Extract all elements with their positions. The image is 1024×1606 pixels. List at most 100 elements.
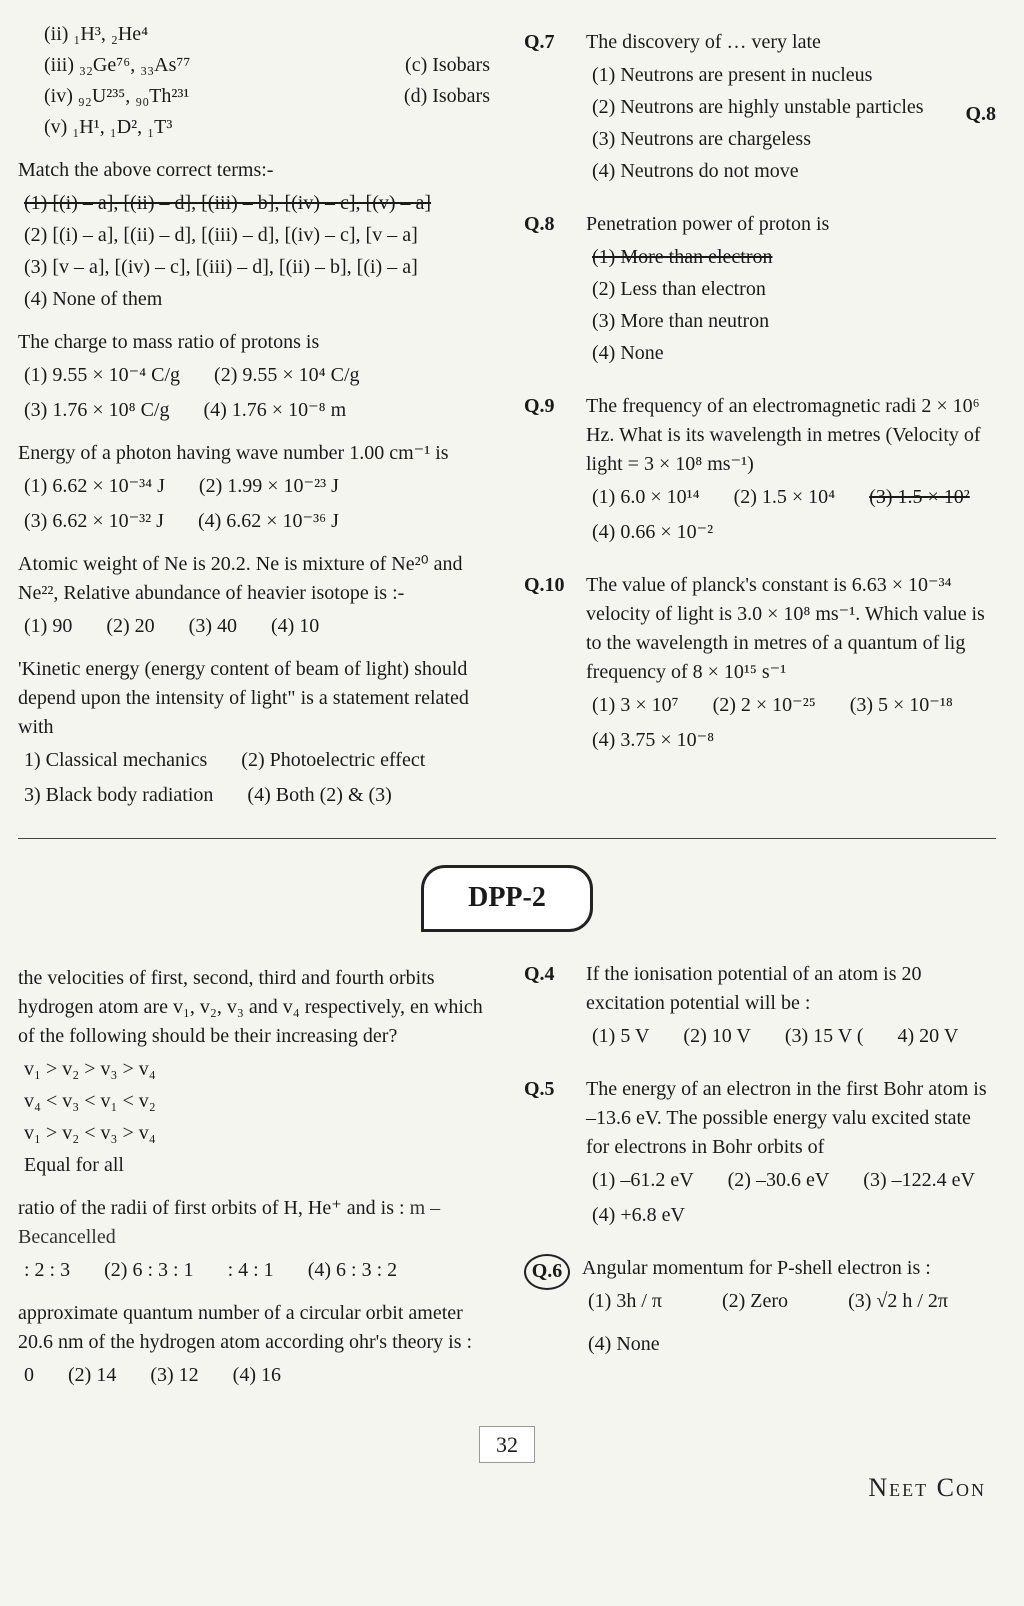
match-options: (1) [(i) – a], [(ii) – d], [(iii) – b], … — [18, 189, 490, 314]
q-number: Q.5 — [524, 1075, 574, 1244]
option: 4) 20 V — [898, 1022, 959, 1051]
radii-stem-text: ratio of the radii of first orbits of H,… — [18, 1197, 405, 1219]
ke-light-options: 1) Classical mechanics (2) Photoelectric… — [18, 746, 490, 810]
inline-option: (d) Isobars — [404, 82, 490, 111]
energy-photon-stem: Energy of a photon having wave number 1.… — [18, 439, 490, 468]
option: (2) [(i) – a], [(ii) – d], [(iii) – d], … — [24, 221, 490, 250]
q-body: If the ionisation potential of an atom i… — [586, 960, 996, 1065]
match-stem: Match the above correct terms:- — [18, 156, 490, 185]
option: : 4 : 1 — [228, 1256, 274, 1285]
velocities-stem: the velocities of first, second, third a… — [18, 964, 490, 1051]
option: (3) 1.5 × 10² — [869, 483, 970, 512]
ke-light-stem: 'Kinetic energy (energy content of beam … — [18, 655, 490, 742]
dpp-badge: DPP-2 — [421, 865, 593, 932]
option: (2) 10 V — [683, 1022, 750, 1051]
option: (4) 10 — [271, 612, 319, 641]
option: (3) 6.62 × 10⁻³² J — [24, 507, 164, 536]
separator — [18, 838, 996, 839]
approx-n-stem: approximate quantum number of a circular… — [18, 1299, 490, 1357]
top-two-col: (ii) ₁H³, ₂He⁴ (iii) ₃₂Ge⁷⁶, ₃₃As⁷⁷ (c) … — [18, 18, 996, 824]
option: (3) √2 h / 2π — [848, 1287, 948, 1316]
option: (4) Both (2) & (3) — [247, 781, 391, 810]
q-stem: The discovery of … very late — [586, 28, 953, 57]
q-stem: The energy of an electron in the first B… — [586, 1075, 996, 1162]
option: (4) None — [592, 339, 996, 368]
option: (2) 20 — [106, 612, 154, 641]
option: (4) 0.66 × 10⁻² — [592, 518, 713, 547]
option: (2) 1.5 × 10⁴ — [734, 483, 836, 512]
option: (2) 1.99 × 10⁻²³ J — [199, 472, 339, 501]
option: v₁ > v₂ > v₃ > v₄ — [24, 1055, 490, 1084]
q4-options: (1) 5 V (2) 10 V (3) 15 V ( 4) 20 V — [586, 1022, 996, 1051]
option: (2) 6 : 3 : 1 — [104, 1256, 193, 1285]
bottom-left: the velocities of first, second, third a… — [18, 950, 490, 1404]
velocities-options: v₁ > v₂ > v₃ > v₄ v₄ < v₃ < v₁ < v₂ v₁ >… — [18, 1055, 490, 1180]
q7-options: (1) Neutrons are present in nucleus (2) … — [586, 61, 953, 186]
q-number: Q.8 — [524, 210, 574, 382]
option: (1) 5 V — [592, 1022, 649, 1051]
q-body: The energy of an electron in the first B… — [586, 1075, 996, 1244]
option: (1) –61.2 eV — [592, 1166, 694, 1195]
q-number: Q.9 — [524, 392, 574, 561]
q5: Q.5 The energy of an electron in the fir… — [524, 1075, 996, 1244]
option: 3) Black body radiation — [24, 781, 213, 810]
option: (2) Neutrons are highly unstable particl… — [592, 93, 953, 122]
option: (3) 15 V ( — [785, 1022, 864, 1051]
q4: Q.4 If the ionisation potential of an at… — [524, 960, 996, 1065]
option: (4) 6.62 × 10⁻³⁶ J — [198, 507, 339, 536]
q7: Q.7 The discovery of … very late (1) Neu… — [524, 28, 996, 200]
option: (1) More than electron — [592, 243, 996, 272]
bottom-two-col: the velocities of first, second, third a… — [18, 950, 996, 1404]
footer-brand: Neet Con — [18, 1469, 996, 1507]
option: (1) 6.0 × 10¹⁴ — [592, 483, 700, 512]
option: (2) Zero — [722, 1287, 788, 1316]
option: (2) 9.55 × 10⁴ C/g — [214, 361, 359, 390]
option: (2) 14 — [68, 1361, 116, 1390]
q9-options: (1) 6.0 × 10¹⁴ (2) 1.5 × 10⁴ (3) 1.5 × 1… — [586, 483, 996, 547]
option: (4) +6.8 eV — [592, 1201, 685, 1230]
q6-options: (1) 3h / π (2) Zero (3) √2 h / 2π (4) No… — [582, 1287, 996, 1359]
inline-option: (c) Isobars — [405, 51, 490, 80]
option: (4) 1.76 × 10⁻⁸ m — [203, 396, 346, 425]
radii-options: : 2 : 3 (2) 6 : 3 : 1 : 4 : 1 (4) 6 : 3 … — [18, 1256, 490, 1285]
q6: Q.6 Angular momentum for P-shell electro… — [524, 1254, 996, 1373]
option: 1) Classical mechanics — [24, 746, 207, 775]
option: (3) Neutrons are chargeless — [592, 125, 953, 154]
charge-mass-options: (1) 9.55 × 10⁻⁴ C/g (2) 9.55 × 10⁴ C/g (… — [18, 361, 490, 425]
q-body: Angular momentum for P-shell electron is… — [582, 1254, 996, 1373]
option: (3) –122.4 eV — [863, 1166, 975, 1195]
option: (3) 40 — [189, 612, 237, 641]
page-number: 32 — [18, 1426, 996, 1464]
dpp-header: DPP-2 — [18, 865, 996, 932]
option: (4) None of them — [24, 285, 490, 314]
option: (2) Less than electron — [592, 275, 996, 304]
option: (1) 3 × 10⁷ — [592, 691, 679, 720]
side-label: Q.8 — [965, 100, 996, 129]
option: (1) Neutrons are present in nucleus — [592, 61, 953, 90]
q-number: Q.4 — [524, 960, 574, 1065]
top-right: Q.7 The discovery of … very late (1) Neu… — [524, 18, 996, 824]
option: (2) Photoelectric effect — [241, 746, 425, 775]
list-item: (ii) ₁H³, ₂He⁴ — [44, 20, 490, 49]
q8: Q.8 Penetration power of proton is (1) M… — [524, 210, 996, 382]
option: (3) [v – a], [(iv) – c], [(iii) – d], [(… — [24, 253, 490, 282]
option: (4) 3.75 × 10⁻⁸ — [592, 726, 714, 755]
bottom-right: Q.4 If the ionisation potential of an at… — [524, 950, 996, 1404]
q-body: Penetration power of proton is (1) More … — [586, 210, 996, 382]
option: Equal for all — [24, 1151, 490, 1180]
option: (2) –30.6 eV — [728, 1166, 830, 1195]
option: (4) Neutrons do not move — [592, 157, 953, 186]
q-stem: Penetration power of proton is — [586, 210, 996, 239]
option: (3) More than neutron — [592, 307, 996, 336]
option: (1) 9.55 × 10⁻⁴ C/g — [24, 361, 180, 390]
q10: Q.10 The value of planck's constant is 6… — [524, 571, 996, 769]
option: (3) 1.76 × 10⁸ C/g — [24, 396, 169, 425]
list-item: (iv) ₉₂U²³⁵, ₉₀Th²³¹ — [44, 82, 189, 111]
approx-n-options: 0 (2) 14 (3) 12 (4) 16 — [18, 1361, 490, 1390]
energy-photon-options: (1) 6.62 × 10⁻³⁴ J (2) 1.99 × 10⁻²³ J (3… — [18, 472, 490, 536]
q5-options: (1) –61.2 eV (2) –30.6 eV (3) –122.4 eV … — [586, 1166, 996, 1230]
q-number: Q.7 — [524, 28, 574, 200]
q-stem: The frequency of an electromagnetic radi… — [586, 392, 996, 479]
q-body: The value of planck's constant is 6.63 ×… — [586, 571, 996, 769]
option: (3) 5 × 10⁻¹⁸ — [850, 691, 953, 720]
